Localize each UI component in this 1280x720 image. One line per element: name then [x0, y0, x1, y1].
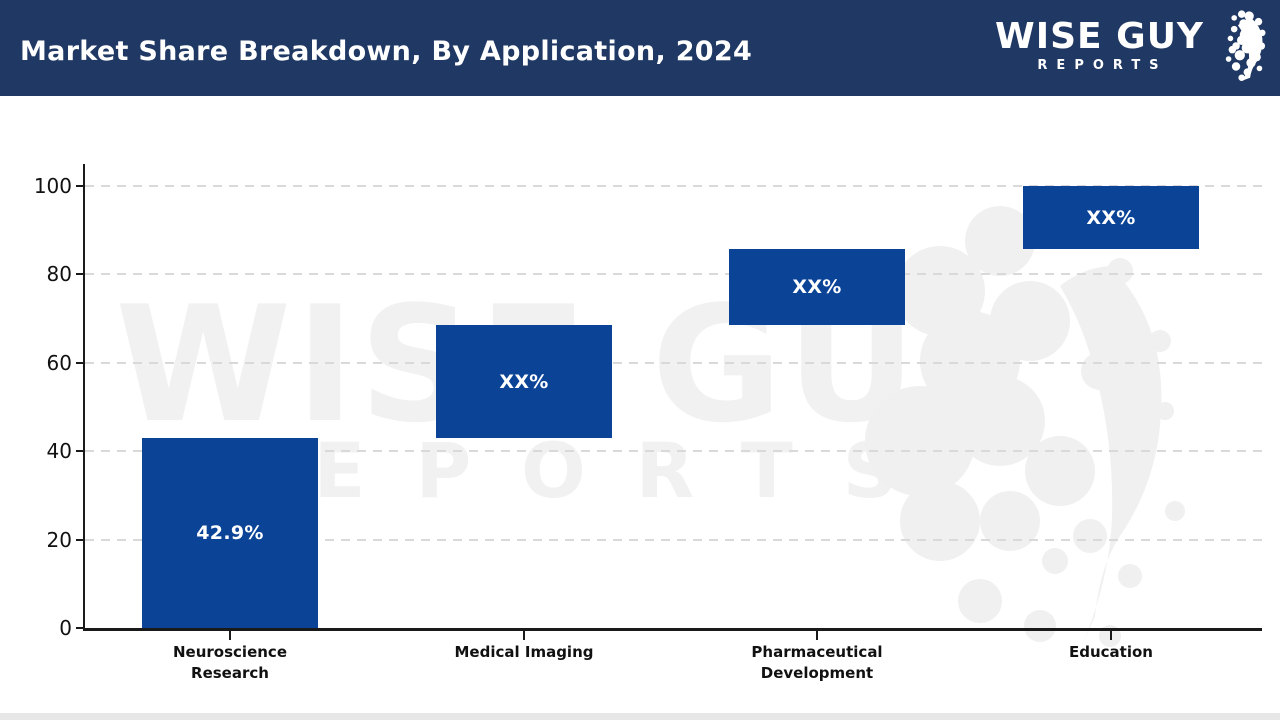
bar-value-label: XX%	[1086, 206, 1136, 229]
y-gridline	[85, 450, 1262, 453]
bar-value-label: XX%	[792, 275, 842, 298]
y-tick-label: 0	[59, 616, 72, 640]
y-tick-label: 80	[46, 262, 72, 287]
header-bar: Market Share Breakdown, By Application, …	[0, 0, 1280, 96]
bar-neuroscience-research: 42.9%	[142, 438, 318, 628]
footer-strip	[0, 713, 1280, 720]
page-title: Market Share Breakdown, By Application, …	[20, 35, 753, 67]
y-tick-mark	[76, 273, 85, 276]
y-gridline	[85, 273, 1262, 276]
y-gridline	[85, 185, 1262, 187]
x-axis-label-medical-imaging: Medical Imaging	[454, 643, 594, 661]
bar-medical-imaging: XX%	[436, 324, 612, 439]
plot: 0 20 40 60 80 100 42.9% Neuroscience Research XX…	[0, 96, 1280, 713]
x-axis-line	[83, 628, 1262, 631]
x-tick-mark	[816, 631, 818, 640]
x-axis-label-education: Education	[1069, 643, 1153, 661]
y-tick-mark	[76, 450, 85, 453]
x-axis-label-neuroscience-research: Neuroscience Research	[173, 643, 287, 682]
y-tick-label: 20	[46, 527, 72, 552]
logo-head-icon	[1225, 10, 1266, 82]
y-axis-line	[83, 164, 85, 631]
y-gridline	[85, 361, 1262, 364]
logo-wordmark-line2: REPORTS	[1037, 57, 1168, 73]
y-tick-mark	[76, 361, 85, 364]
y-tick-mark	[76, 538, 85, 541]
watermark-head-icon	[865, 206, 1185, 661]
watermark-subtitle: REPORTS	[205, 426, 948, 515]
y-tick-label: 60	[46, 350, 72, 375]
x-tick-mark	[229, 631, 231, 640]
y-gridline	[85, 538, 1262, 541]
bar-value-label: XX%	[499, 370, 549, 393]
y-tick-label: 40	[46, 439, 72, 464]
chart-area: WISE GUY REPORTS 0 20 40 60 80 100 42.9% Neuros…	[0, 96, 1280, 713]
logo-wordmark: WISE GUY REPORTS	[994, 15, 1204, 73]
y-tick-mark	[76, 185, 85, 187]
y-tick-label: 100	[33, 174, 72, 198]
y-tick-mark	[76, 627, 85, 629]
bar-education: XX%	[1023, 186, 1199, 250]
logo-wordmark-line1: WISE GUY	[994, 15, 1204, 57]
x-tick-mark	[1110, 631, 1112, 640]
bar-value-label: 42.9%	[196, 522, 264, 545]
x-axis-label-pharmaceutical-development: Pharmaceutical Development	[751, 643, 883, 682]
wise-guy-logo: WISE GUY REPORTS	[995, 8, 1266, 82]
x-tick-mark	[523, 631, 525, 640]
bar-pharmaceutical-development: XX%	[729, 249, 905, 325]
